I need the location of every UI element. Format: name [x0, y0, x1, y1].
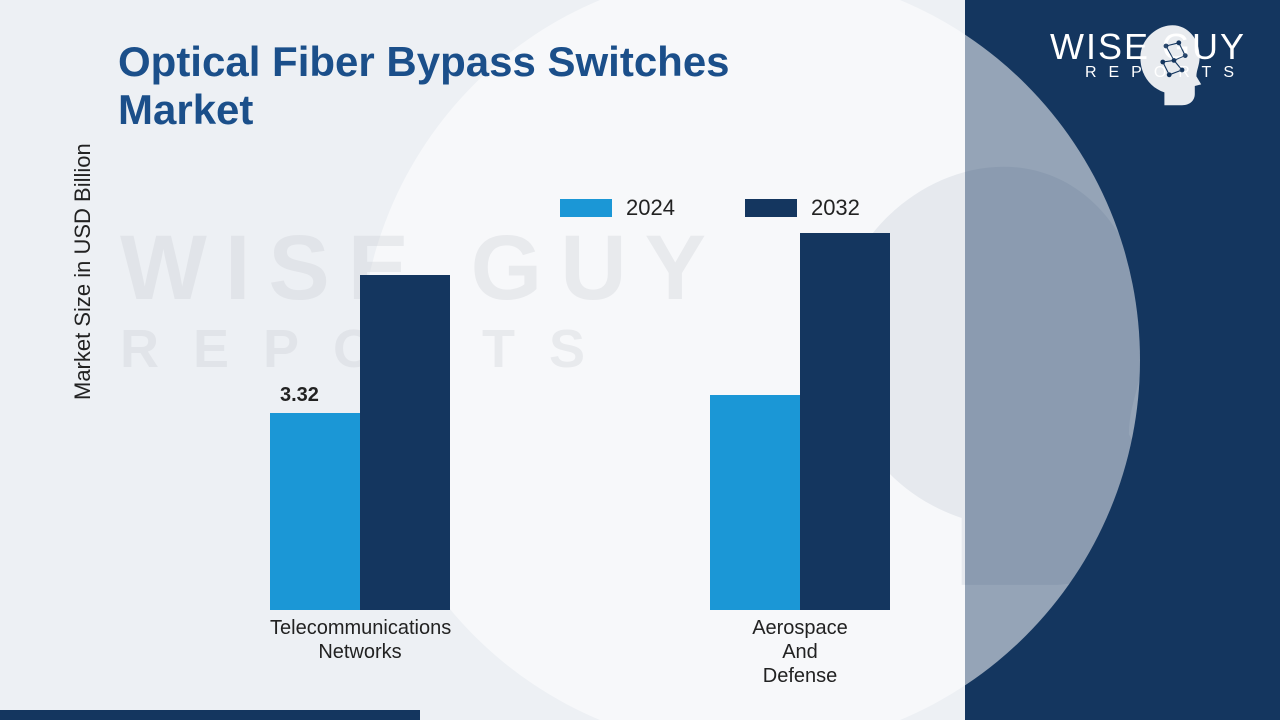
bottom-accent-bar: [0, 710, 420, 720]
x-category-label: TelecommunicationsNetworks: [270, 616, 450, 664]
bar: [710, 395, 800, 610]
brand-head-icon: [1122, 22, 1210, 110]
legend-swatch-2032: [745, 199, 797, 217]
bar-group: 3.32TelecommunicationsNetworks: [270, 230, 450, 610]
x-category-label: AerospaceAndDefense: [710, 616, 890, 688]
bars-container: [710, 230, 890, 610]
legend-item-2024: 2024: [560, 195, 675, 221]
bar: [270, 413, 360, 610]
bars-container: 3.32: [270, 230, 450, 610]
bar-value-label: 3.32: [280, 384, 319, 407]
chart-title: Optical Fiber Bypass Switches Market: [118, 38, 838, 135]
legend: 2024 2032: [560, 195, 860, 221]
bar: [360, 275, 450, 610]
legend-swatch-2024: [560, 199, 612, 217]
y-axis-label: Market Size in USD Billion: [70, 143, 96, 400]
legend-label-2032: 2032: [811, 195, 860, 221]
bar: [800, 233, 890, 610]
chart-plot-area: 3.32TelecommunicationsNetworks AerospaceA…: [100, 230, 940, 610]
legend-item-2032: 2032: [745, 195, 860, 221]
legend-label-2024: 2024: [626, 195, 675, 221]
chart-canvas: WISE GUY REPORTS Optical Fiber Bypass Sw…: [0, 0, 1280, 720]
bar-group: AerospaceAndDefense: [710, 230, 890, 610]
